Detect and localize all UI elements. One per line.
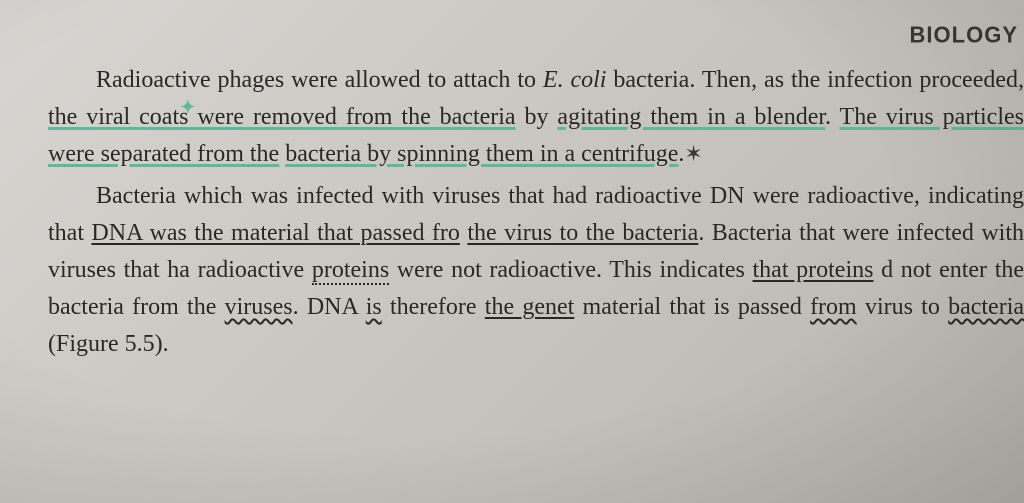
dotted-word: proteins bbox=[312, 257, 389, 285]
p1-text: by bbox=[516, 104, 558, 130]
p1-text: were removed from the bacteria bbox=[188, 104, 515, 130]
textbook-page: BIOLOGY Radioactive phages were allowed … bbox=[0, 0, 1024, 388]
p2-text: virus to bbox=[857, 294, 948, 320]
wavy-word: is bbox=[366, 294, 382, 320]
p2-text: . DNA bbox=[293, 294, 366, 320]
p2-text: were not radioactive. This indicates bbox=[389, 257, 752, 283]
p2-text: Bacteria which was infected with viruses… bbox=[96, 183, 745, 209]
underlined-phrase: DNA was the material that passed fro bbox=[91, 220, 459, 246]
underlined-phrase: the virus to the bacteria bbox=[467, 220, 698, 246]
word-coats: ✦coats bbox=[139, 104, 188, 130]
p1-text: Radioactive phages were allowed to attac… bbox=[96, 67, 543, 93]
p1-text: the viral bbox=[48, 104, 139, 130]
highlighted-phrase: agitating them in a blender bbox=[557, 104, 825, 130]
paragraph-1: Radioactive phages were allowed to attac… bbox=[48, 62, 1024, 174]
p2-text: (Figure 5.5). bbox=[48, 331, 169, 357]
caret-mark-icon: ✦ bbox=[132, 94, 195, 122]
p2-text: therefore bbox=[382, 294, 485, 320]
highlighted-phrase: bacteria by spinning them in a centrifug… bbox=[285, 141, 678, 167]
paragraph-2: Bacteria which was infected with viruses… bbox=[48, 178, 1024, 364]
p1-text: . bbox=[825, 104, 840, 130]
p2-text: material that is passed bbox=[574, 294, 810, 320]
p1-text: bacteria. Then, as the infection proceed… bbox=[606, 67, 1024, 93]
highlighted-phrase: the viral ✦coats were removed from the b… bbox=[48, 104, 516, 130]
species-name: E. coli bbox=[543, 67, 607, 93]
wavy-word: viruses bbox=[225, 294, 293, 320]
wavy-word: bacteria bbox=[948, 294, 1024, 320]
star-mark-icon: ✶ bbox=[684, 141, 702, 166]
wavy-word: from bbox=[810, 294, 857, 320]
underlined-phrase: the genet bbox=[485, 294, 575, 320]
page-header-subject: BIOLOGY bbox=[48, 17, 1024, 53]
underlined-phrase: that proteins bbox=[753, 257, 874, 283]
